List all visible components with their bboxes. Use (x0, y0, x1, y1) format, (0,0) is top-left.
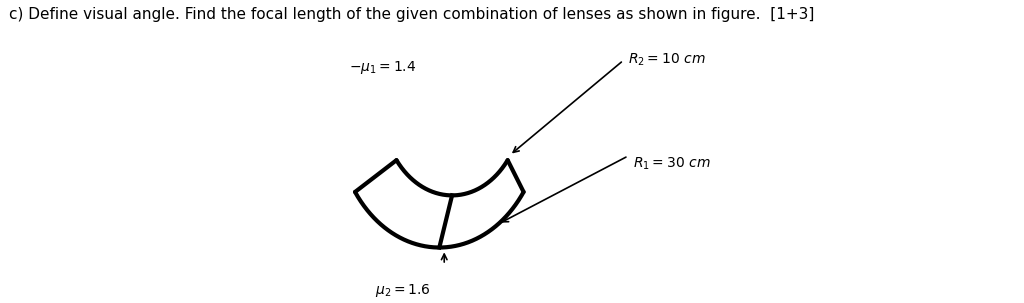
Text: $\mu_2 = 1.6$: $\mu_2 = 1.6$ (375, 282, 431, 299)
Text: $R_1 = 30\ cm$: $R_1 = 30\ cm$ (633, 155, 711, 172)
Text: $-\mu_1 = 1.4$: $-\mu_1 = 1.4$ (349, 58, 417, 75)
Text: $R_2 = 10\ cm$: $R_2 = 10\ cm$ (629, 52, 706, 68)
Text: c) Define visual angle. Find the focal length of the given combination of lenses: c) Define visual angle. Find the focal l… (9, 7, 815, 22)
